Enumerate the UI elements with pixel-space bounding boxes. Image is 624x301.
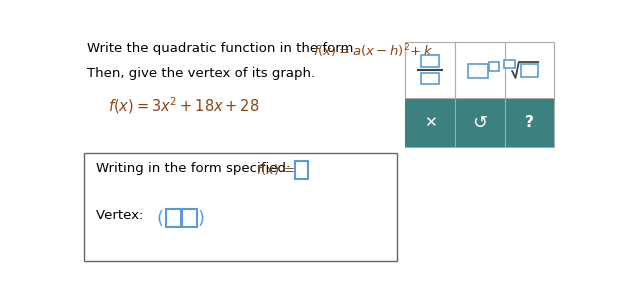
- Text: $f(x)=a(x-h)^2\!+k$.: $f(x)=a(x-h)^2\!+k$.: [313, 42, 436, 60]
- Bar: [421, 73, 439, 84]
- Text: $f(x)$ =: $f(x)$ =: [256, 163, 295, 177]
- Bar: [84, 153, 397, 261]
- Text: (: (: [157, 210, 163, 228]
- Bar: [406, 98, 554, 147]
- Text: Writing in the form specified:: Writing in the form specified:: [96, 163, 295, 175]
- Text: ): ): [198, 210, 205, 228]
- Text: ?: ?: [525, 115, 534, 130]
- Bar: [504, 60, 515, 67]
- Bar: [406, 42, 554, 147]
- Bar: [421, 55, 439, 67]
- Bar: [167, 209, 181, 227]
- Text: Then, give the vertex of its graph.: Then, give the vertex of its graph.: [87, 67, 315, 80]
- Bar: [489, 62, 499, 70]
- Text: Vertex:: Vertex:: [96, 209, 148, 222]
- Text: $f(x)=3x^2+18x+28$: $f(x)=3x^2+18x+28$: [108, 95, 260, 116]
- Bar: [468, 64, 487, 78]
- Text: Write the quadratic function in the form: Write the quadratic function in the form: [87, 42, 358, 55]
- Bar: [295, 161, 308, 179]
- Text: ↺: ↺: [472, 113, 487, 132]
- Bar: [182, 209, 197, 227]
- Bar: [521, 64, 539, 77]
- Text: ✕: ✕: [424, 115, 437, 130]
